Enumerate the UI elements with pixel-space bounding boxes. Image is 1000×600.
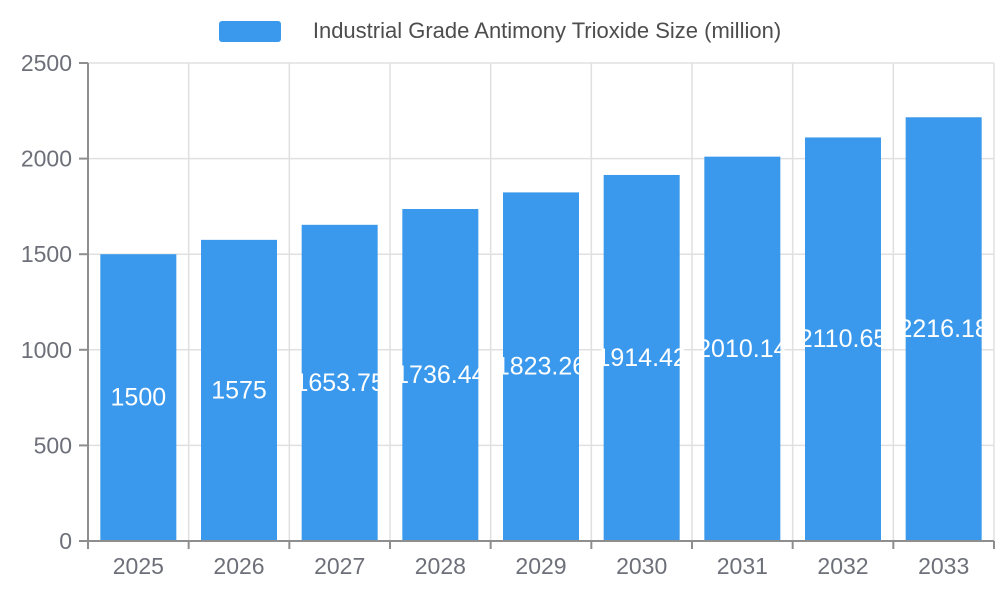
bar-2031[interactable] (704, 156, 781, 541)
y-tick-label: 0 (59, 528, 72, 554)
y-tick-label: 2500 (21, 50, 72, 76)
legend: Industrial Grade Antimony Trioxide Size … (0, 18, 1000, 44)
bar-2026[interactable] (201, 239, 277, 542)
bar-2028[interactable] (402, 208, 479, 541)
bar-value-label: 1823.26 (496, 353, 586, 381)
x-tick-label: 2025 (113, 553, 164, 579)
bar-2033[interactable] (905, 117, 982, 541)
bar-value-label: 1653.75 (294, 369, 384, 397)
bar-2027[interactable] (301, 224, 378, 542)
bar-2029[interactable] (503, 192, 579, 541)
y-tick-label: 500 (34, 432, 72, 458)
bar-2025[interactable] (100, 254, 177, 541)
y-tick-label: 1500 (21, 241, 72, 267)
x-tick-label: 2032 (817, 553, 868, 579)
x-tick-label: 2031 (717, 553, 768, 579)
bar-value-label: 1500 (111, 384, 167, 412)
bar-value-label: 1914.42 (596, 344, 686, 372)
legend-label: Industrial Grade Antimony Trioxide Size … (312, 18, 782, 43)
y-tick-label: 1000 (21, 337, 72, 363)
y-tick-label: 2000 (21, 146, 72, 172)
x-tick-label: 2027 (314, 553, 365, 579)
x-tick-label: 2033 (918, 553, 969, 579)
x-tick-label: 2028 (415, 553, 466, 579)
bar-2032[interactable] (805, 137, 881, 541)
legend-swatch-icon (218, 20, 281, 42)
x-tick-label: 2030 (616, 553, 667, 579)
bar-value-label: 1736.44 (395, 361, 485, 389)
bar-value-label: 1575 (211, 376, 267, 404)
bar-2030[interactable] (603, 174, 680, 541)
legend-item[interactable]: Industrial Grade Antimony Trioxide Size … (218, 18, 782, 44)
bar-value-label: 2110.65 (799, 325, 888, 353)
x-tick-label: 2029 (515, 553, 566, 579)
x-tick-label: 2026 (213, 553, 264, 579)
bar-value-label: 2216.18 (898, 315, 988, 343)
bar-value-label: 2010.14 (697, 335, 787, 363)
